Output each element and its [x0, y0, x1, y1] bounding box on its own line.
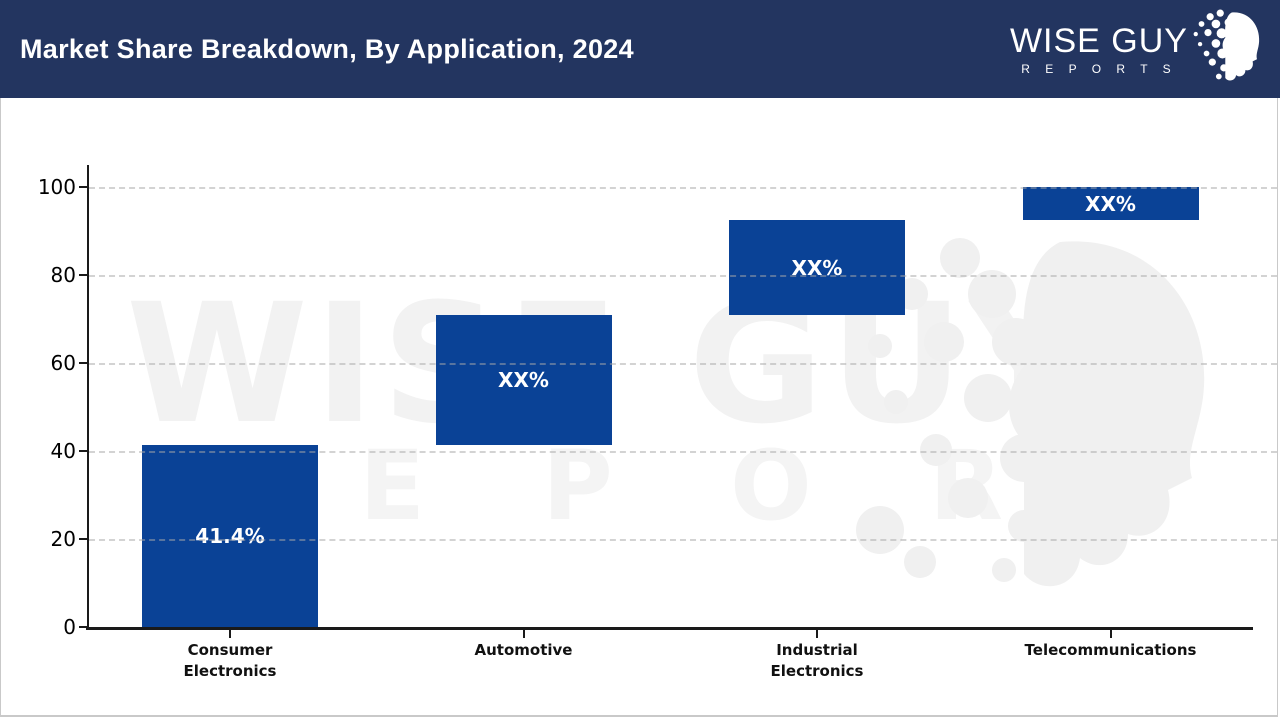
watermark-dotted-head-icon	[840, 210, 1240, 615]
bar-automotive: XX%	[435, 314, 612, 445]
y-tick-label-80: 80	[50, 263, 76, 287]
x-tick-mark-industrial-electronics	[816, 630, 818, 638]
x-tick-mark-automotive	[522, 630, 525, 638]
header-bar: Market Share Breakdown, By Application, …	[0, 0, 1280, 98]
y-tick-label-20: 20	[50, 527, 76, 551]
bar-industrial-electronics: XX%	[729, 220, 905, 315]
y-tick-label-0: 0	[63, 615, 76, 639]
y-tick-mark-60	[79, 362, 87, 364]
page-title: Market Share Breakdown, By Application, …	[20, 33, 634, 64]
category-label-automotive: Automotive	[474, 641, 573, 659]
y-tick-label-60: 60	[50, 351, 76, 375]
y-tick-mark-100	[79, 186, 87, 188]
bar-consumer-electronics: 41.4%	[142, 444, 318, 627]
y-tick-mark-20	[79, 538, 87, 540]
dotted-head-logo-icon	[1190, 8, 1262, 91]
bar-value-label-automotive: XX%	[498, 367, 549, 392]
y-axis-line	[87, 165, 89, 629]
logo-text: WISE GUY R E P O R T S	[1010, 24, 1188, 75]
gridline-40	[89, 451, 1277, 453]
gridline-100	[89, 187, 1277, 189]
gridline-80	[89, 275, 1277, 277]
gridline-20	[89, 539, 1277, 541]
y-tick-mark-80	[79, 274, 87, 276]
bar-value-label-telecommunications: XX%	[1085, 191, 1136, 216]
x-axis-line	[86, 627, 1253, 630]
logo-subtitle: R E P O R T S	[1021, 61, 1177, 76]
x-tick-mark-consumer-electronics	[229, 630, 231, 638]
category-label-consumer-electronics: Consumer Electronics	[183, 641, 277, 680]
y-tick-label-40: 40	[50, 439, 76, 463]
category-label-telecommunications: Telecommunications	[1024, 641, 1197, 659]
category-label-industrial-electronics: Industrial Electronics	[770, 641, 864, 680]
x-tick-mark-telecommunications	[1109, 630, 1112, 638]
y-tick-mark-40	[79, 450, 87, 452]
y-tick-label-100: 100	[37, 175, 76, 199]
bar-value-label-consumer-electronics: 41.4%	[195, 523, 265, 548]
bar-telecommunications: XX%	[1022, 187, 1199, 221]
y-tick-mark-0	[79, 626, 87, 628]
gridline-60	[89, 363, 1277, 365]
wise-guy-logo: WISE GUY R E P O R T S	[1010, 8, 1262, 91]
logo-name: WISE GUY	[1009, 21, 1188, 60]
